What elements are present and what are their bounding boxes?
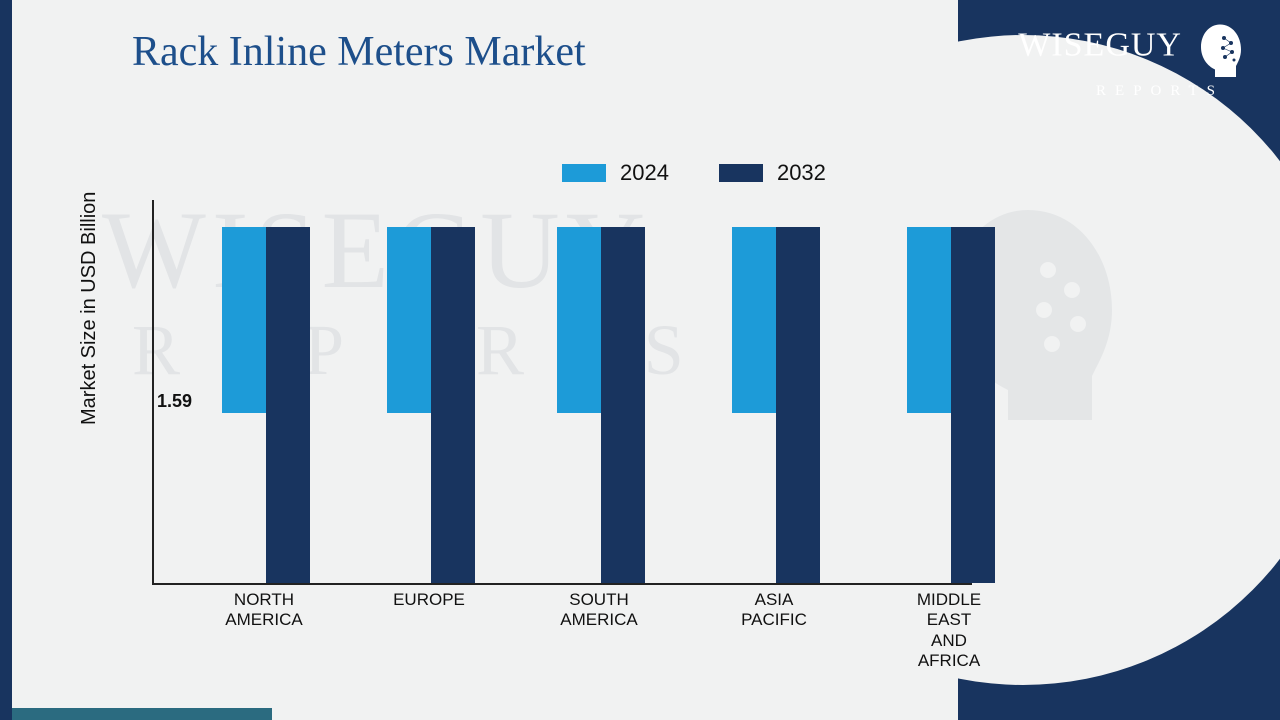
bar-group — [724, 227, 828, 583]
bar — [431, 227, 475, 583]
bar — [776, 227, 820, 583]
page-frame: WISEGUY REPORTS Rack Inline Meters Marke… — [0, 0, 1280, 720]
legend-swatch-2032 — [719, 164, 763, 182]
bar-chart: Market Size in USD Billion 2024 2032 1.5… — [72, 165, 972, 695]
legend: 2024 2032 — [562, 160, 826, 186]
brand-logo: WISEGUY REPORTS — [1018, 22, 1250, 99]
bar — [387, 227, 431, 413]
chart-title: Rack Inline Meters Market — [132, 28, 586, 76]
bar — [222, 227, 266, 413]
bar — [732, 227, 776, 413]
logo-head-icon — [1190, 22, 1250, 82]
legend-item-2032: 2032 — [719, 160, 826, 186]
bar-group — [549, 227, 653, 583]
bar — [907, 227, 951, 413]
bar — [557, 227, 601, 413]
legend-item-2024: 2024 — [562, 160, 669, 186]
legend-swatch-2024 — [562, 164, 606, 182]
x-axis-label: SOUTHAMERICA — [539, 590, 659, 631]
y-axis-label: Market Size in USD Billion — [78, 192, 101, 425]
x-axis-label: ASIAPACIFIC — [714, 590, 834, 631]
bar — [601, 227, 645, 583]
bar — [951, 227, 995, 583]
bar-group — [379, 227, 483, 583]
bar-group — [214, 227, 318, 583]
logo-sub-text: REPORTS — [1018, 84, 1224, 99]
bottom-accent-bar — [12, 708, 272, 720]
x-axis-label: NORTHAMERICA — [204, 590, 324, 631]
bar-group — [899, 227, 1003, 583]
legend-label-2032: 2032 — [777, 160, 826, 186]
bar — [266, 227, 310, 583]
x-axis-label: EUROPE — [369, 590, 489, 610]
x-axis-label: MIDDLEEASTANDAFRICA — [889, 590, 1009, 672]
legend-label-2024: 2024 — [620, 160, 669, 186]
plot-area: 1.59 — [152, 200, 972, 585]
logo-main-text: WISEGUY — [1018, 27, 1182, 64]
value-label: 1.59 — [157, 391, 192, 412]
